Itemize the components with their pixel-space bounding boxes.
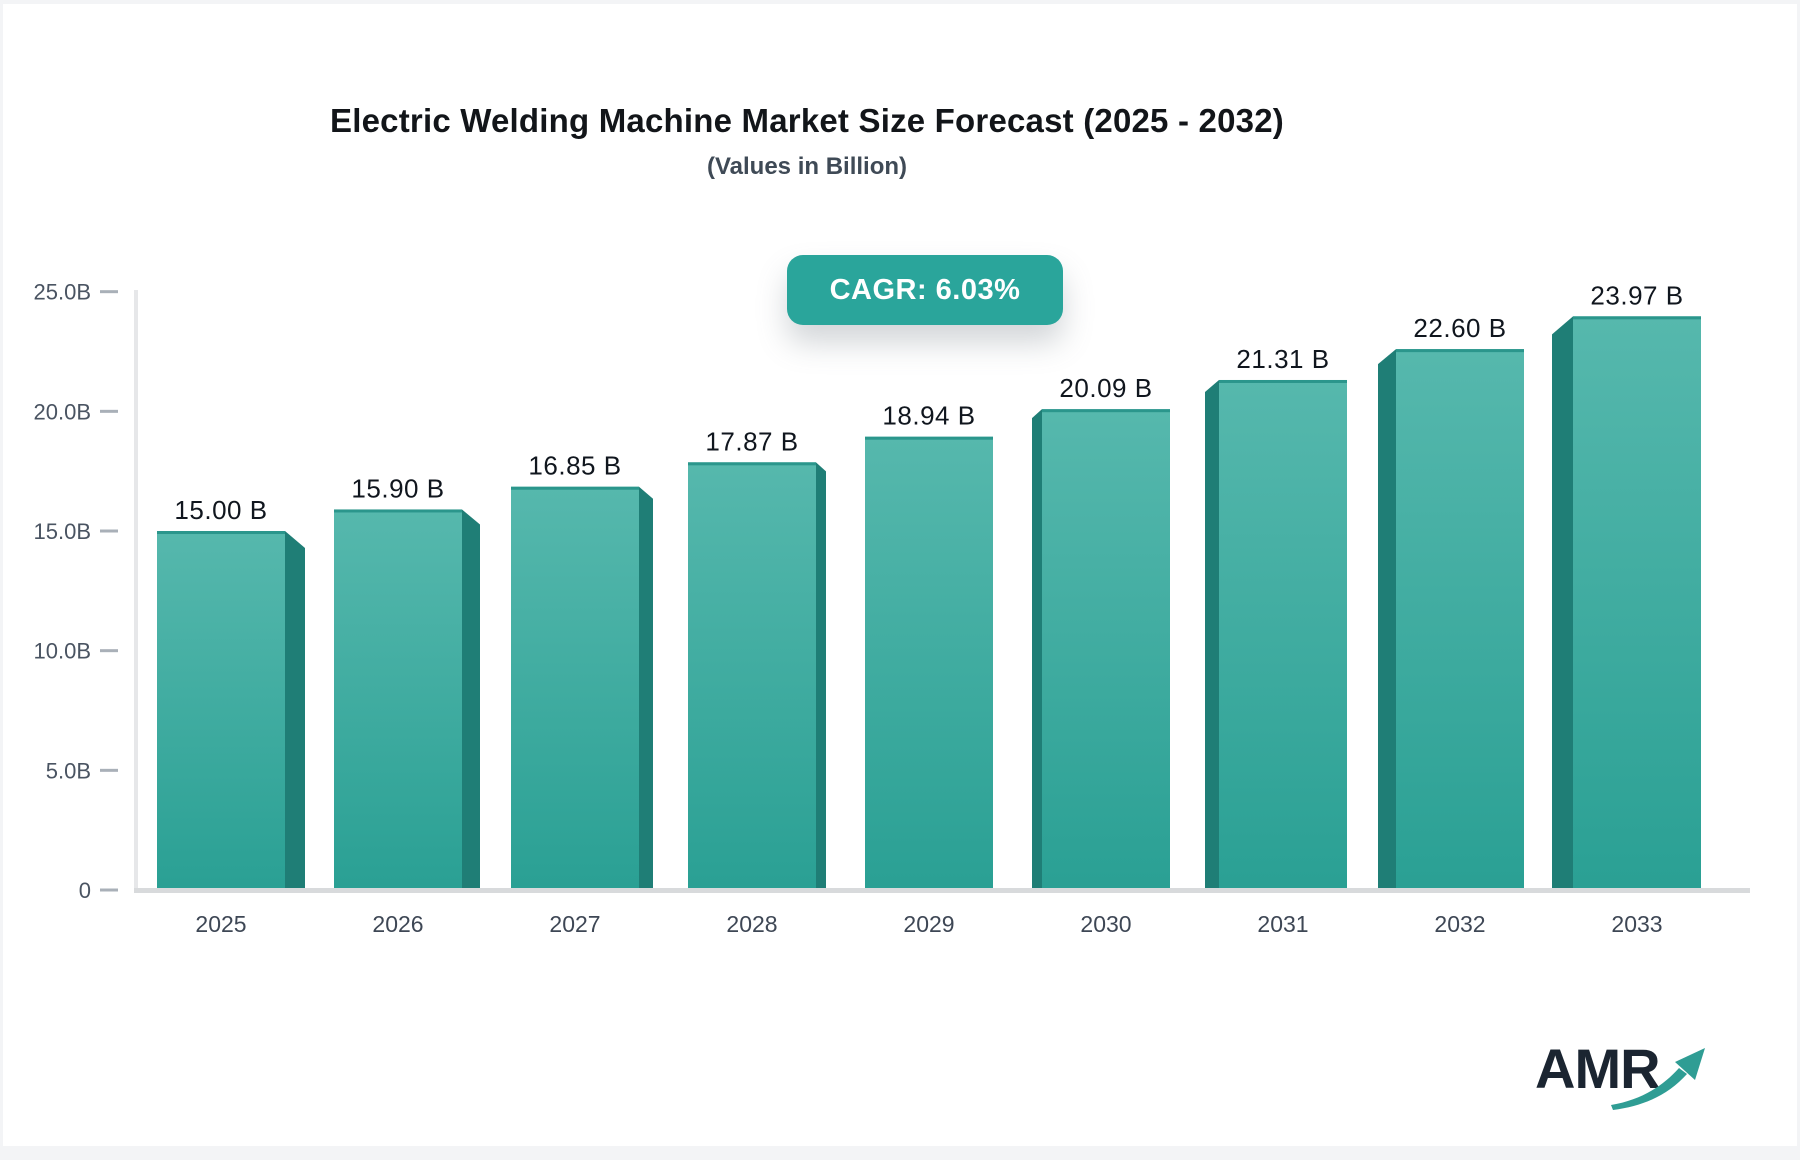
bar-group-2030: 20.09 B 2030 <box>1032 373 1170 937</box>
bar-value-label: 18.94 B <box>882 401 975 431</box>
y-tick-dash <box>100 768 118 772</box>
bar-group-2029: 18.94 B 2029 <box>865 401 993 937</box>
x-tick-label: 2028 <box>726 911 777 937</box>
bar-side-face <box>816 462 826 888</box>
bar-value-label: 23.97 B <box>1590 280 1683 310</box>
bar-value-label: 15.90 B <box>351 473 444 503</box>
chart-card: 25.0B 20.0B 15.0B 10.0B 5.0B 0 15.00 B 2025 15.9… <box>3 4 1797 1146</box>
amr-logo: AMR <box>1535 1036 1735 1126</box>
x-axis-baseline <box>134 888 1750 893</box>
bar-side-face <box>639 486 653 888</box>
x-tick-label: 2025 <box>195 911 246 937</box>
y-tick-dash <box>100 409 118 413</box>
y-tick-label: 0 <box>79 878 91 903</box>
chart-subtitle: (Values in Billion) <box>706 153 908 180</box>
bar <box>1396 349 1524 888</box>
bar-group-2027: 16.85 B 2027 <box>511 451 653 937</box>
x-tick-label: 2031 <box>1257 911 1308 937</box>
chart-title: Electric Welding Machine Market Size For… <box>330 102 1284 139</box>
bar-value-label: 16.85 B <box>528 451 621 481</box>
y-tick-label: 10.0B <box>34 639 92 664</box>
y-tick-label: 20.0B <box>34 399 92 424</box>
bar-chart: 25.0B 20.0B 15.0B 10.0B 5.0B 0 15.00 B 2025 15.9… <box>34 280 1750 937</box>
bar-value-label: 21.31 B <box>1236 344 1329 374</box>
amr-logo-text: AMR <box>1535 1037 1661 1100</box>
bar-top-edge <box>1573 316 1701 320</box>
bar-top-edge <box>157 531 285 535</box>
bar-top-edge <box>688 462 816 466</box>
x-tick-label: 2030 <box>1080 911 1131 937</box>
bar-top-edge <box>1042 409 1170 413</box>
y-tick-dash <box>100 290 118 294</box>
y-axis-line <box>134 290 138 893</box>
bar-value-label: 22.60 B <box>1413 313 1506 343</box>
bar <box>1219 379 1347 888</box>
bar-side-face <box>462 509 480 888</box>
bar-group-2028: 17.87 B 2028 <box>688 426 826 937</box>
y-tick-dash <box>100 529 118 533</box>
bar-group-2031: 21.31 B 2031 <box>1205 344 1347 937</box>
bar-top-edge <box>1396 349 1524 353</box>
bar-top-edge <box>511 486 639 490</box>
x-tick-label: 2029 <box>903 911 954 937</box>
bar-value-label: 17.87 B <box>705 426 798 456</box>
bar <box>688 462 816 888</box>
bar-group-2025: 15.00 B 2025 <box>157 495 305 937</box>
bar-side-face <box>1378 349 1396 888</box>
bar-side-face <box>1205 379 1219 888</box>
bar-top-edge <box>334 509 462 513</box>
bar-side-face <box>1552 316 1573 888</box>
y-tick-dash <box>100 888 118 892</box>
bar-group-2026: 15.90 B 2026 <box>334 473 480 937</box>
bar-side-face <box>285 531 305 888</box>
bar <box>865 436 993 888</box>
x-tick-label: 2032 <box>1434 911 1485 937</box>
bar-group-2032: 22.60 B 2032 <box>1378 313 1524 937</box>
x-tick-label: 2026 <box>372 911 423 937</box>
y-tick-dash <box>100 649 118 653</box>
y-tick-label: 15.0B <box>34 519 92 544</box>
bar <box>157 531 285 888</box>
y-tick-label: 5.0B <box>46 758 91 783</box>
logo-arrow-icon <box>1611 1048 1705 1110</box>
bar-value-label: 20.09 B <box>1059 373 1152 403</box>
x-tick-label: 2027 <box>549 911 600 937</box>
y-tick-label: 25.0B <box>34 280 92 305</box>
bar <box>1573 316 1701 888</box>
bar-top-edge <box>1219 379 1347 383</box>
x-tick-label: 2033 <box>1611 911 1662 937</box>
bar <box>1042 409 1170 888</box>
bar-value-label: 15.00 B <box>174 495 267 525</box>
cagr-badge: CAGR: 6.03% <box>787 255 1063 325</box>
bar-side-face <box>1032 409 1042 888</box>
bar-group-2033: 23.97 B 2033 <box>1552 280 1701 937</box>
bar <box>334 509 462 888</box>
bar-top-edge <box>865 436 993 440</box>
bar <box>511 486 639 888</box>
